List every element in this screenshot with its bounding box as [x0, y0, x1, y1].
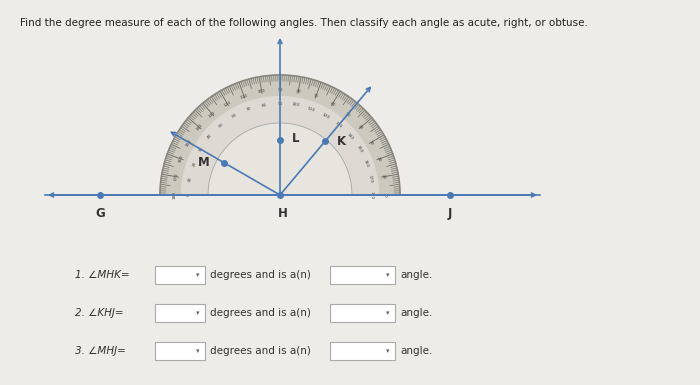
Text: 100: 100: [291, 102, 300, 108]
Bar: [155, 266, 205, 284]
Text: 80: 80: [261, 103, 267, 108]
Text: 50: 50: [344, 111, 351, 118]
Text: 10: 10: [188, 176, 193, 182]
Text: ▾: ▾: [386, 348, 390, 354]
Text: 150: 150: [355, 145, 363, 154]
Text: angle.: angle.: [400, 346, 433, 356]
Text: 140: 140: [346, 132, 354, 141]
Text: 40: 40: [206, 133, 214, 140]
Bar: [155, 304, 205, 322]
Text: G: G: [95, 207, 105, 220]
Bar: [330, 342, 395, 360]
Text: L: L: [292, 132, 300, 144]
Text: 110: 110: [307, 106, 316, 112]
Text: 30: 30: [368, 139, 374, 146]
Text: 180: 180: [173, 191, 177, 199]
Bar: [330, 304, 395, 322]
Text: 0: 0: [187, 194, 191, 196]
Text: 90: 90: [277, 88, 283, 92]
Text: K: K: [337, 135, 346, 148]
Text: 0: 0: [383, 194, 387, 196]
Text: ▾: ▾: [386, 310, 390, 316]
Text: 20: 20: [192, 161, 197, 167]
Text: ▾: ▾: [386, 272, 390, 278]
Text: 30: 30: [198, 146, 204, 153]
Text: 120: 120: [223, 100, 232, 108]
Text: degrees and is a(n): degrees and is a(n): [210, 308, 311, 318]
Text: ▾: ▾: [196, 310, 200, 316]
Text: ▾: ▾: [196, 348, 200, 354]
Text: angle.: angle.: [400, 270, 433, 280]
Text: degrees and is a(n): degrees and is a(n): [210, 270, 311, 280]
Text: 160: 160: [363, 159, 369, 168]
Text: H: H: [278, 207, 288, 220]
Text: 160: 160: [178, 154, 185, 164]
Bar: [155, 342, 205, 360]
Text: 50: 50: [218, 122, 225, 129]
Text: 170: 170: [174, 172, 179, 181]
Text: ▾: ▾: [196, 272, 200, 278]
Text: degrees and is a(n): degrees and is a(n): [210, 346, 311, 356]
Text: M: M: [198, 156, 210, 169]
Text: J: J: [448, 207, 452, 220]
Text: 3. ∠MHJ=: 3. ∠MHJ=: [75, 346, 126, 356]
Text: 1. ∠MHK=: 1. ∠MHK=: [75, 270, 130, 280]
Text: 70: 70: [246, 107, 252, 112]
Text: 2. ∠KHJ=: 2. ∠KHJ=: [75, 308, 124, 318]
Text: 60: 60: [329, 101, 336, 107]
Text: 180: 180: [369, 191, 373, 199]
Text: 10: 10: [381, 174, 386, 180]
Text: angle.: angle.: [400, 308, 433, 318]
Text: 90: 90: [277, 102, 283, 106]
Polygon shape: [208, 123, 352, 195]
Text: 130: 130: [208, 110, 217, 119]
Text: 130: 130: [334, 121, 343, 129]
Text: 40: 40: [357, 124, 364, 131]
Text: 110: 110: [239, 93, 248, 100]
Text: 170: 170: [367, 175, 372, 184]
Bar: [330, 266, 395, 284]
Text: 150: 150: [186, 138, 193, 147]
Polygon shape: [181, 97, 379, 195]
Polygon shape: [160, 75, 400, 195]
Text: 120: 120: [321, 112, 330, 120]
Text: 100: 100: [258, 89, 266, 94]
Text: Find the degree measure of each of the following angles. Then classify each angl: Find the degree measure of each of the f…: [20, 18, 588, 28]
Text: 60: 60: [231, 113, 238, 119]
Text: 70: 70: [313, 94, 319, 99]
Text: 140: 140: [195, 123, 204, 132]
Text: 80: 80: [295, 89, 301, 94]
Text: 20: 20: [376, 156, 382, 162]
